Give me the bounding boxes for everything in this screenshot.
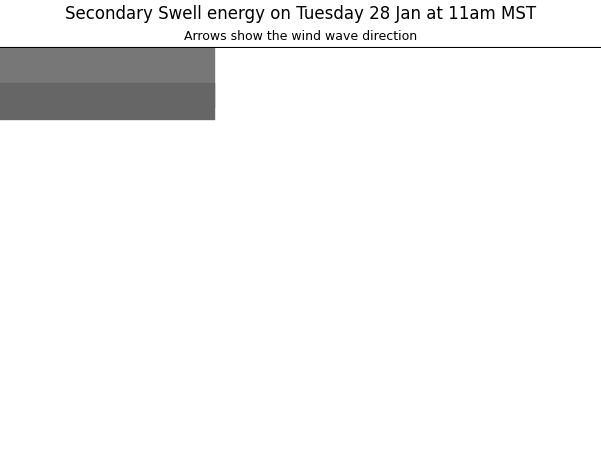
Text: Secondary Swell energy on Tuesday 28 Jan at 11am MST: Secondary Swell energy on Tuesday 28 Jan…: [65, 5, 536, 23]
Text: Arrows show the wind wave direction: Arrows show the wind wave direction: [184, 30, 417, 43]
